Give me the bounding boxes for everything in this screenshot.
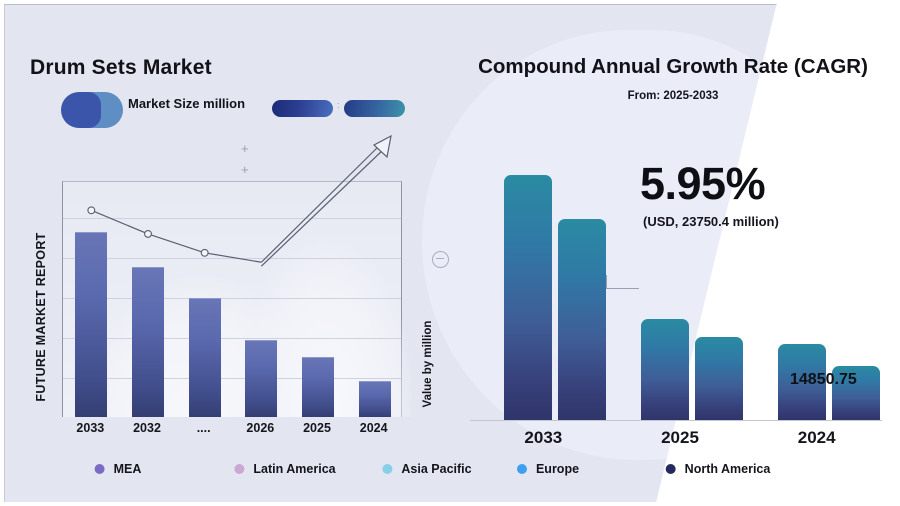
bar (188, 298, 221, 417)
minus-circle-icon[interactable] (432, 251, 449, 268)
gridline (63, 378, 401, 379)
market-size-label: Market Size million (128, 96, 246, 111)
legend-label: MEA (113, 462, 142, 476)
x-axis-label: 2025 (661, 428, 699, 447)
legend-item[interactable]: Asia Pacific (382, 462, 472, 476)
value-axis-label: Value by million (422, 320, 434, 408)
trend-line-overlay (87, 134, 392, 267)
legend-label: North America (684, 462, 771, 476)
bar (641, 319, 689, 420)
bar (504, 174, 553, 420)
x-axis-label: 2025 (303, 421, 331, 435)
bar (245, 340, 278, 417)
bar (132, 267, 164, 417)
line-marker (87, 206, 96, 215)
x-axis-label: 2024 (359, 421, 388, 435)
gradient-pill-right (344, 100, 405, 117)
pill-separator: : (337, 100, 340, 110)
legend-label: Latin America (253, 462, 336, 476)
legend-item[interactable]: MEA (94, 462, 142, 476)
legend-dot-icon (516, 464, 527, 474)
gridline (63, 258, 401, 259)
x-axis-label: 2026 (246, 421, 275, 435)
market-size-pill-icon (61, 92, 123, 128)
cagr-note: (USD, 23750.4 million) (643, 214, 779, 229)
bar (302, 357, 334, 417)
gridline (63, 338, 401, 339)
gridline (63, 218, 401, 219)
x-axis-label: .... (196, 421, 211, 435)
legend-dot-icon (234, 464, 245, 474)
gradient-pill-left (272, 100, 333, 117)
page-title: Drum Sets Market (30, 56, 212, 79)
legend-item[interactable]: Latin America (234, 462, 336, 476)
decorative-bracket (606, 275, 639, 289)
line-marker (200, 248, 209, 257)
right-bar-chart-plot (470, 150, 880, 420)
left-bar-chart-plot: 🗋 ▦ (62, 134, 411, 417)
legend-item[interactable]: North America (665, 462, 771, 476)
bar (358, 380, 391, 417)
legend-item[interactable]: Europe (516, 462, 580, 476)
legend-label: Asia Pacific (401, 462, 472, 476)
x-axis-label: 2032 (133, 421, 161, 435)
y-axis-label-left: FUTURE MARKET REPORT (34, 232, 48, 402)
bar (777, 343, 826, 420)
zoom-in-icon-bottom[interactable]: + (241, 162, 249, 177)
cagr-title: Compound Annual Growth Rate (CAGR) (478, 55, 868, 78)
cagr-subtitle: From: 2025-2033 (627, 90, 719, 102)
legend-label: Europe (535, 462, 580, 476)
x-axis-labels-left: 2033 2032.... 2026 2025 2024 (62, 421, 402, 441)
x-axis-label: 2024 (797, 428, 836, 447)
pill-dark-shape (61, 92, 101, 128)
bar (695, 336, 743, 420)
legend-dot-icon (382, 464, 393, 474)
legend-dot-icon (94, 464, 105, 474)
legend-dot-icon (665, 464, 676, 474)
x-axis-line-right (470, 420, 882, 421)
x-axis-label: 2033 (76, 421, 105, 435)
legend: MEA Latin America Asia Pacific Europe North … (0, 462, 900, 486)
bar (831, 366, 880, 420)
bar (558, 218, 607, 420)
zoom-in-icon-top[interactable]: + (241, 141, 249, 156)
cagr-value: 5.95% (640, 158, 766, 209)
bar (75, 231, 108, 417)
x-axis-label: 2033 (524, 428, 563, 447)
gridline (63, 298, 401, 299)
line-marker (144, 229, 152, 238)
value-callout: 14850.75 (790, 371, 857, 388)
